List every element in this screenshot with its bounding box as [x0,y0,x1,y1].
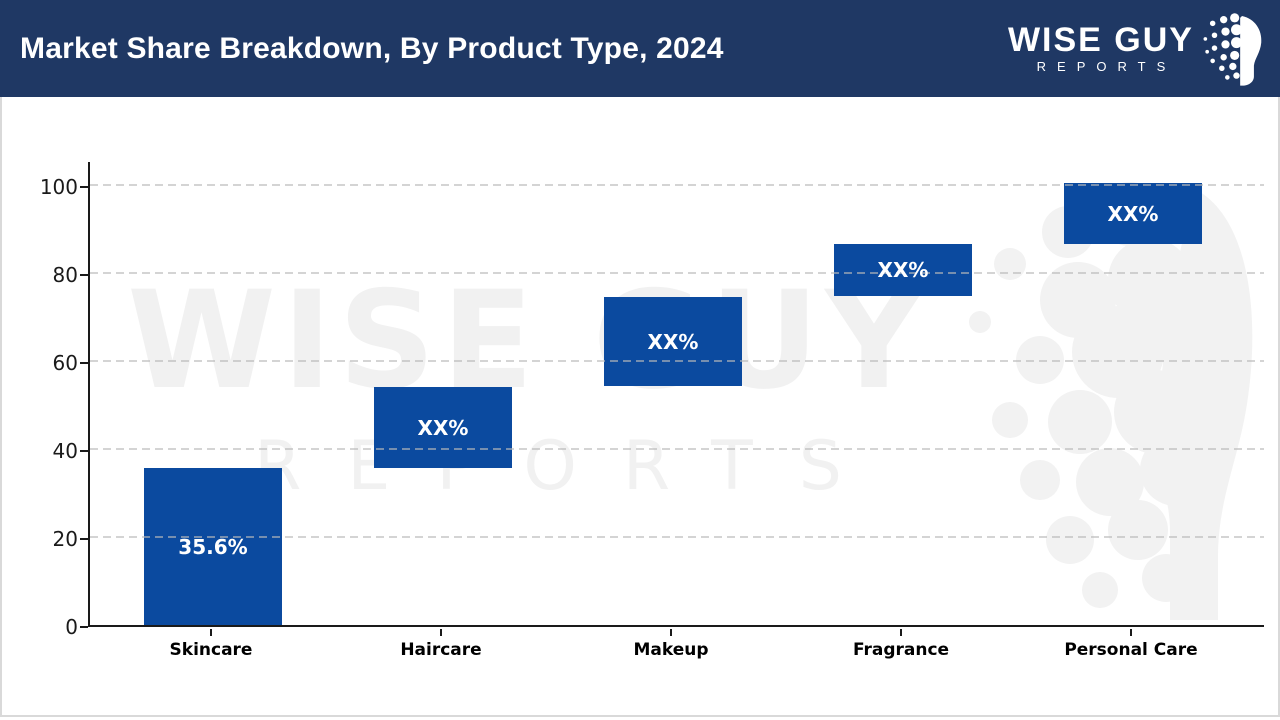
bar-personal-care [1064,183,1202,244]
x-axis-category-label: Skincare [169,640,253,660]
y-axis-tick [80,626,88,628]
gridline [90,272,1264,274]
logo-text: WISE GUY REPORTS [1007,21,1194,74]
bar-value-label: XX% [1107,201,1159,226]
bar-value-label: XX% [417,415,469,440]
y-axis-tick [80,450,88,452]
y-axis-tick-label: 20 [52,527,78,551]
wise-guy-reports-logo: WISE GUY REPORTS [1008,9,1264,89]
x-axis-category-label: Personal Care [1064,640,1198,660]
bar-skincare [144,468,282,625]
y-axis-tick-label: 60 [52,351,78,375]
bar-fragrance [834,244,972,297]
dotted-head-profile-icon [1203,12,1262,86]
gridline [90,360,1264,362]
gridline [90,448,1264,450]
bar-value-label: XX% [647,329,699,354]
gridline [90,536,1264,538]
x-axis-tick [900,629,902,636]
gridline [90,184,1264,186]
y-axis-tick [80,538,88,540]
y-axis-tick [80,186,88,188]
y-axis-tick [80,362,88,364]
y-axis-tick [80,274,88,276]
header-bar: Market Share Breakdown, By Product Type,… [0,0,1280,97]
x-axis-tick [1130,629,1132,636]
y-axis-tick-label: 0 [65,615,78,639]
bar-makeup [604,297,742,387]
watermark-subtitle: REPORTS [254,427,888,506]
bar-value-label: XX% [877,258,929,283]
chart-title: Market Share Breakdown, By Product Type,… [20,31,724,65]
x-axis-category-label: Haircare [400,640,482,660]
x-axis-category-label: Fragrance [852,640,950,660]
watermark-wordmark: WISE GUY [127,262,929,419]
y-axis-tick-label: 100 [39,175,78,199]
x-axis-tick [670,629,672,636]
bar-value-label: 35.6% [178,534,248,559]
bar-haircare [374,386,512,469]
y-axis-tick-label: 80 [52,263,78,287]
y-axis-tick-label: 40 [52,439,78,463]
x-axis-tick [440,629,442,636]
x-axis-category-label: Makeup [633,640,709,660]
logo-wordmark: WISE GUY [1007,21,1194,60]
x-axis-tick [210,629,212,636]
plot-area: 35.6% XX% XX% XX% XX% [88,162,1264,627]
logo-subtitle: REPORTS [1036,58,1177,74]
